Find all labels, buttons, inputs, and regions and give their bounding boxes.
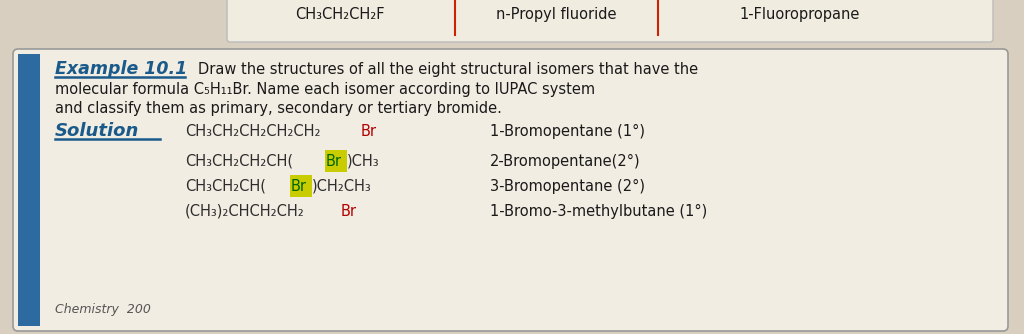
Text: Br: Br: [341, 203, 356, 218]
Text: CH₃CH₂CH₂CH₂CH₂: CH₃CH₂CH₂CH₂CH₂: [185, 124, 321, 139]
FancyBboxPatch shape: [13, 49, 1008, 331]
Text: Br: Br: [291, 178, 306, 193]
Text: )CH₂CH₃: )CH₂CH₃: [312, 178, 372, 193]
Text: Example 10.1: Example 10.1: [55, 60, 187, 78]
Text: Chemistry  200: Chemistry 200: [55, 303, 151, 316]
Text: molecular formula C₅H₁₁Br. Name each isomer according to IUPAC system: molecular formula C₅H₁₁Br. Name each iso…: [55, 81, 595, 97]
Text: n-Propyl fluoride: n-Propyl fluoride: [496, 6, 616, 21]
Text: 1-Bromopentane (1°): 1-Bromopentane (1°): [490, 124, 645, 139]
Text: Br: Br: [326, 154, 342, 168]
Text: 1-Bromo-3-methylbutane (1°): 1-Bromo-3-methylbutane (1°): [490, 203, 708, 218]
Bar: [325, 150, 347, 172]
Bar: [18, 59, 40, 321]
Text: Solution: Solution: [55, 122, 139, 140]
Text: CH₃CH₂CH₂CH(: CH₃CH₂CH₂CH(: [185, 154, 293, 168]
Bar: [290, 175, 312, 197]
Text: )CH₃: )CH₃: [347, 154, 380, 168]
Text: and classify them as primary, secondary or tertiary bromide.: and classify them as primary, secondary …: [55, 101, 502, 116]
Text: Draw the structures of all the eight structural isomers that have the: Draw the structures of all the eight str…: [198, 61, 698, 76]
Text: CH₃CH₂CH(: CH₃CH₂CH(: [185, 178, 266, 193]
Text: 3-Bromopentane (2°): 3-Bromopentane (2°): [490, 178, 645, 193]
Text: 1-Fluoropropane: 1-Fluoropropane: [739, 6, 860, 21]
Text: 2-Bromopentane(2°): 2-Bromopentane(2°): [490, 154, 641, 169]
Bar: [18, 54, 40, 326]
Text: CH₃CH₂CH₂F: CH₃CH₂CH₂F: [295, 6, 385, 21]
FancyBboxPatch shape: [227, 0, 993, 42]
Text: Br: Br: [360, 124, 377, 139]
Text: (CH₃)₂CHCH₂CH₂: (CH₃)₂CHCH₂CH₂: [185, 203, 305, 218]
